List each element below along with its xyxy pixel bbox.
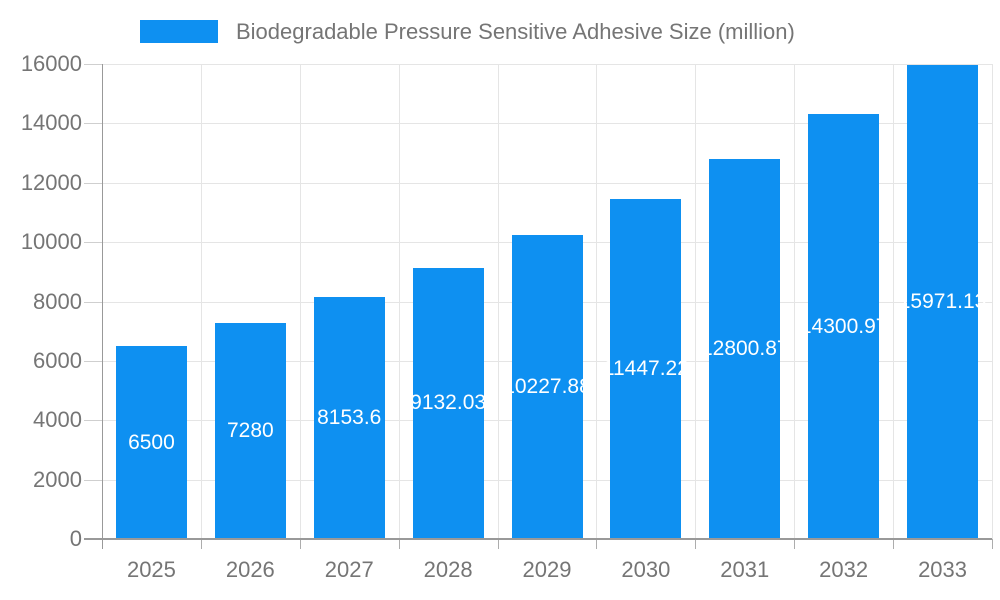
bar-value-label: 9132.03 (410, 391, 487, 415)
gridline-vertical (596, 64, 598, 539)
bar[interactable]: 7280 (214, 322, 286, 539)
x-axis-tick (893, 539, 895, 549)
bar-value-label: 10227.88 (503, 375, 591, 399)
gridline-vertical (794, 64, 796, 539)
y-axis-tick (84, 360, 102, 362)
bar[interactable]: 14300.97 (800, 114, 887, 539)
y-axis-tick-label: 4000 (33, 407, 82, 433)
gridline-horizontal (102, 123, 992, 125)
x-axis-tick (200, 539, 202, 549)
y-axis-tick-label: 12000 (20, 169, 82, 195)
y-axis-tick-label: 10000 (20, 229, 82, 255)
y-axis-tick (84, 420, 102, 422)
y-axis-tick (84, 479, 102, 481)
y-axis-tick-label: 14000 (20, 110, 82, 136)
gridline-vertical (497, 64, 499, 539)
bar[interactable]: 6500 (115, 346, 187, 539)
x-axis-tick-label: 2032 (819, 557, 869, 582)
y-axis-tick (84, 301, 102, 303)
y-axis-tick-label: 16000 (20, 51, 82, 76)
gridline-vertical (695, 64, 697, 539)
gridline-vertical (299, 64, 301, 539)
bar-value-label: 8153.6 (317, 405, 382, 429)
gridline-vertical (200, 64, 202, 539)
x-axis-tick-label: 2028 (423, 557, 473, 582)
gridline-vertical (992, 64, 993, 539)
x-axis-tick-label: 2029 (522, 557, 572, 582)
x-axis-tick (299, 539, 301, 549)
x-axis-tick-label: 2026 (225, 557, 275, 582)
bar-value-label: 7280 (226, 418, 274, 442)
x-axis-tick (398, 539, 400, 549)
y-axis-tick-label: 0 (69, 526, 82, 551)
bar[interactable]: 11447.22 (603, 199, 689, 539)
y-axis-tick (84, 242, 102, 244)
x-axis-tick-label: 2027 (324, 557, 374, 582)
x-axis-tick (794, 539, 796, 549)
x-axis-tick-label: 2031 (720, 557, 770, 582)
legend-item[interactable]: Biodegradable Pressure Sensitive Adhesiv… (140, 19, 795, 44)
x-axis-tick-label: 2033 (918, 557, 968, 582)
y-axis-tick-label: 6000 (33, 347, 82, 373)
bar[interactable]: 12800.87 (701, 158, 789, 539)
bar[interactable]: 9132.03 (410, 267, 487, 539)
gridline-horizontal (102, 64, 992, 65)
y-axis-tick (84, 123, 102, 125)
bar[interactable]: 10227.88 (503, 235, 591, 539)
x-axis-tick (596, 539, 598, 549)
y-axis-tick (84, 64, 102, 65)
x-axis-tick-label: 2030 (621, 557, 671, 582)
x-axis-tick (695, 539, 697, 549)
legend-label: Biodegradable Pressure Sensitive Adhesiv… (236, 18, 795, 44)
bar[interactable]: 8153.6 (313, 296, 385, 539)
legend-swatch (140, 20, 218, 43)
gridline-horizontal (102, 182, 992, 184)
x-axis-tick (992, 539, 993, 549)
bar-value-label: 6500 (128, 430, 175, 454)
x-axis-tick-label: 2025 (126, 557, 176, 582)
y-axis-line (102, 64, 103, 549)
gridline-vertical (398, 64, 400, 539)
bar-value-label: 12800.87 (700, 336, 789, 360)
bar-value-label: 11447.22 (602, 357, 689, 381)
x-axis-line (84, 538, 992, 540)
bar-value-label: 14300.97 (799, 314, 888, 338)
y-axis-tick-label: 8000 (33, 288, 82, 314)
y-axis-tick-label: 2000 (33, 466, 82, 492)
y-axis-tick (84, 182, 102, 184)
gridline-vertical (893, 64, 895, 539)
bar[interactable]: 15971.13 (899, 64, 986, 539)
x-axis-tick (497, 539, 499, 549)
bar-value-label: 15971.13 (898, 289, 987, 313)
